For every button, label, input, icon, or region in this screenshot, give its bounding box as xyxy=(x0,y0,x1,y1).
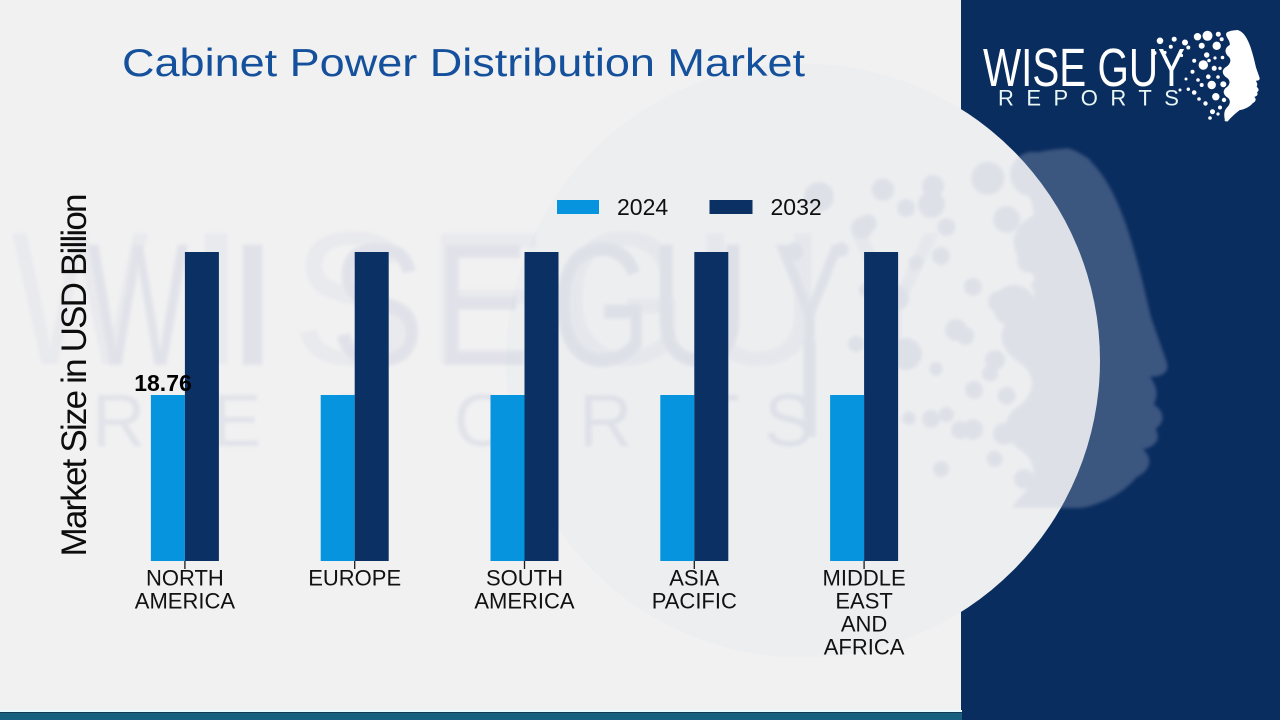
svg-text:I: I xyxy=(223,207,281,403)
svg-text:NORTH: NORTH xyxy=(146,565,224,590)
svg-text:18.76: 18.76 xyxy=(134,370,192,396)
svg-text:S: S xyxy=(292,193,412,405)
svg-text:EUROPE: EUROPE xyxy=(308,565,401,590)
svg-text:AMERICA: AMERICA xyxy=(474,588,575,613)
svg-text:W: W xyxy=(88,207,189,403)
svg-text:WISE GUY: WISE GUY xyxy=(983,39,1185,98)
svg-text:G: G xyxy=(558,192,688,404)
svg-text:Cabinet Power Distribution Mar: Cabinet Power Distribution Market xyxy=(122,42,805,85)
svg-text:E: E xyxy=(434,206,530,402)
svg-text:REPORTS: REPORTS xyxy=(998,86,1191,111)
svg-text:SOUTH: SOUTH xyxy=(486,565,563,590)
svg-text:ASIA: ASIA xyxy=(669,565,719,590)
svg-text:2024: 2024 xyxy=(617,194,668,220)
svg-text:MIDDLE: MIDDLE xyxy=(823,565,906,590)
svg-text:W: W xyxy=(12,192,148,405)
svg-text:AND: AND xyxy=(841,611,887,636)
svg-text:G: G xyxy=(551,207,652,403)
svg-text:2032: 2032 xyxy=(771,194,822,220)
svg-text:Market Size in USD Billion: Market Size in USD Billion xyxy=(55,194,94,557)
svg-text:PACIFIC: PACIFIC xyxy=(652,588,737,613)
svg-text:EAST: EAST xyxy=(835,588,892,613)
svg-text:AFRICA: AFRICA xyxy=(824,634,905,659)
svg-text:AMERICA: AMERICA xyxy=(135,588,236,613)
